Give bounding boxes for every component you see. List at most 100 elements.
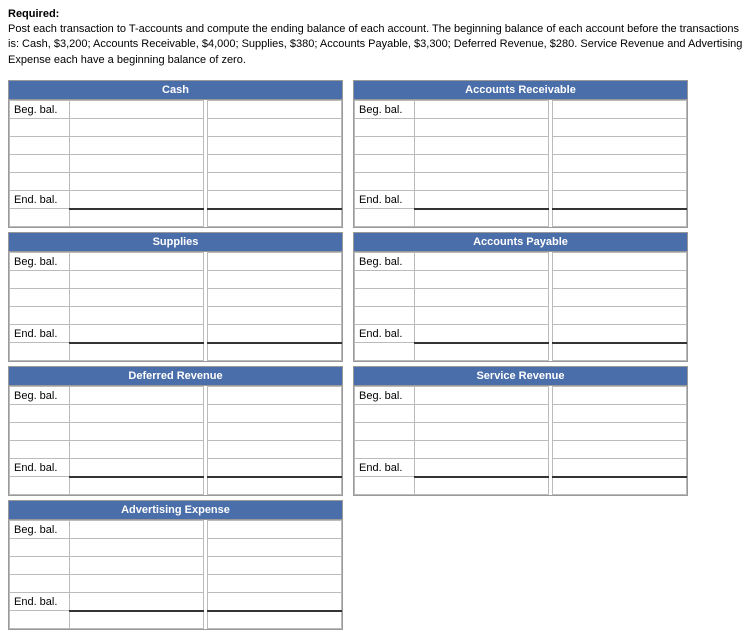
txn-credit-input[interactable]	[212, 122, 337, 134]
txn-credit-cell[interactable]	[208, 119, 342, 137]
txn-label-input[interactable]	[359, 158, 410, 170]
txn-debit-input[interactable]	[74, 560, 199, 572]
txn-label-input[interactable]	[14, 274, 65, 286]
txn-label-input[interactable]	[14, 122, 65, 134]
beg-debit-input[interactable]	[74, 524, 199, 536]
txn-label-cell[interactable]	[10, 557, 70, 575]
beg-debit-cell[interactable]	[70, 101, 204, 119]
beg-debit-input[interactable]	[419, 390, 544, 402]
txn-label-input[interactable]	[14, 158, 65, 170]
txn-debit-cell[interactable]	[70, 289, 204, 307]
txn-credit-input[interactable]	[212, 158, 337, 170]
txn-credit-input[interactable]	[212, 274, 337, 286]
beg-credit-input[interactable]	[557, 256, 682, 268]
beg-credit-input[interactable]	[557, 104, 682, 116]
txn-debit-input[interactable]	[419, 408, 544, 420]
beg-credit-input[interactable]	[557, 390, 682, 402]
txn-label-cell[interactable]	[10, 155, 70, 173]
end-debit-input[interactable]	[419, 327, 544, 339]
txn-credit-input[interactable]	[212, 542, 337, 554]
txn-debit-input[interactable]	[74, 122, 199, 134]
txn-debit-input[interactable]	[419, 426, 544, 438]
txn-label-input[interactable]	[14, 560, 65, 572]
end-credit-input[interactable]	[212, 595, 337, 607]
txn-label-input[interactable]	[359, 426, 410, 438]
end-debit-cell[interactable]	[415, 325, 549, 343]
txn-label-input[interactable]	[359, 408, 410, 420]
txn-label-cell[interactable]	[10, 539, 70, 557]
txn-credit-cell[interactable]	[553, 423, 687, 441]
txn-debit-cell[interactable]	[70, 271, 204, 289]
txn-debit-cell[interactable]	[415, 405, 549, 423]
beg-debit-input[interactable]	[419, 104, 544, 116]
end-debit-cell[interactable]	[415, 191, 549, 209]
txn-credit-input[interactable]	[212, 140, 337, 152]
txn-label-cell[interactable]	[355, 405, 415, 423]
end-credit-input[interactable]	[557, 327, 682, 339]
beg-credit-input[interactable]	[212, 104, 337, 116]
txn-label-cell[interactable]	[355, 271, 415, 289]
beg-debit-cell[interactable]	[70, 521, 204, 539]
txn-label-input[interactable]	[359, 122, 410, 134]
txn-credit-input[interactable]	[557, 408, 682, 420]
txn-debit-cell[interactable]	[70, 155, 204, 173]
beg-credit-cell[interactable]	[208, 253, 342, 271]
txn-debit-input[interactable]	[74, 274, 199, 286]
end-credit-cell[interactable]	[208, 191, 342, 209]
end-credit-input[interactable]	[212, 461, 337, 473]
txn-label-cell[interactable]	[355, 423, 415, 441]
end-debit-cell[interactable]	[70, 459, 204, 477]
txn-credit-input[interactable]	[212, 292, 337, 304]
txn-credit-input[interactable]	[557, 274, 682, 286]
beg-credit-cell[interactable]	[208, 521, 342, 539]
txn-debit-cell[interactable]	[70, 119, 204, 137]
txn-debit-input[interactable]	[419, 292, 544, 304]
txn-credit-cell[interactable]	[208, 557, 342, 575]
txn-label-input[interactable]	[14, 542, 65, 554]
beg-debit-input[interactable]	[74, 104, 199, 116]
end-credit-input[interactable]	[212, 327, 337, 339]
txn-debit-cell[interactable]	[70, 539, 204, 557]
txn-debit-cell[interactable]	[70, 137, 204, 155]
txn-debit-input[interactable]	[74, 158, 199, 170]
beg-debit-cell[interactable]	[415, 387, 549, 405]
txn-credit-input[interactable]	[212, 560, 337, 572]
end-debit-input[interactable]	[74, 595, 199, 607]
txn-credit-cell[interactable]	[553, 137, 687, 155]
txn-credit-cell[interactable]	[208, 423, 342, 441]
beg-debit-cell[interactable]	[415, 101, 549, 119]
txn-debit-input[interactable]	[74, 542, 199, 554]
txn-debit-input[interactable]	[74, 426, 199, 438]
end-credit-input[interactable]	[557, 461, 682, 473]
beg-debit-input[interactable]	[74, 390, 199, 402]
txn-label-input[interactable]	[14, 408, 65, 420]
txn-debit-cell[interactable]	[415, 271, 549, 289]
txn-credit-input[interactable]	[557, 158, 682, 170]
txn-debit-input[interactable]	[74, 292, 199, 304]
txn-label-cell[interactable]	[355, 137, 415, 155]
txn-credit-cell[interactable]	[553, 271, 687, 289]
beg-credit-cell[interactable]	[553, 253, 687, 271]
txn-label-input[interactable]	[14, 292, 65, 304]
txn-label-cell[interactable]	[10, 289, 70, 307]
beg-credit-cell[interactable]	[553, 387, 687, 405]
txn-credit-cell[interactable]	[208, 539, 342, 557]
end-credit-cell[interactable]	[553, 325, 687, 343]
end-debit-input[interactable]	[419, 461, 544, 473]
txn-label-input[interactable]	[359, 140, 410, 152]
beg-credit-cell[interactable]	[553, 101, 687, 119]
txn-credit-input[interactable]	[557, 292, 682, 304]
end-debit-input[interactable]	[419, 193, 544, 205]
txn-credit-input[interactable]	[212, 408, 337, 420]
beg-debit-input[interactable]	[419, 256, 544, 268]
txn-credit-cell[interactable]	[553, 289, 687, 307]
txn-debit-cell[interactable]	[415, 137, 549, 155]
end-credit-cell[interactable]	[553, 459, 687, 477]
beg-debit-cell[interactable]	[415, 253, 549, 271]
txn-label-input[interactable]	[359, 292, 410, 304]
beg-credit-cell[interactable]	[208, 387, 342, 405]
txn-debit-cell[interactable]	[70, 557, 204, 575]
txn-debit-input[interactable]	[74, 408, 199, 420]
txn-debit-input[interactable]	[419, 158, 544, 170]
txn-debit-cell[interactable]	[415, 289, 549, 307]
